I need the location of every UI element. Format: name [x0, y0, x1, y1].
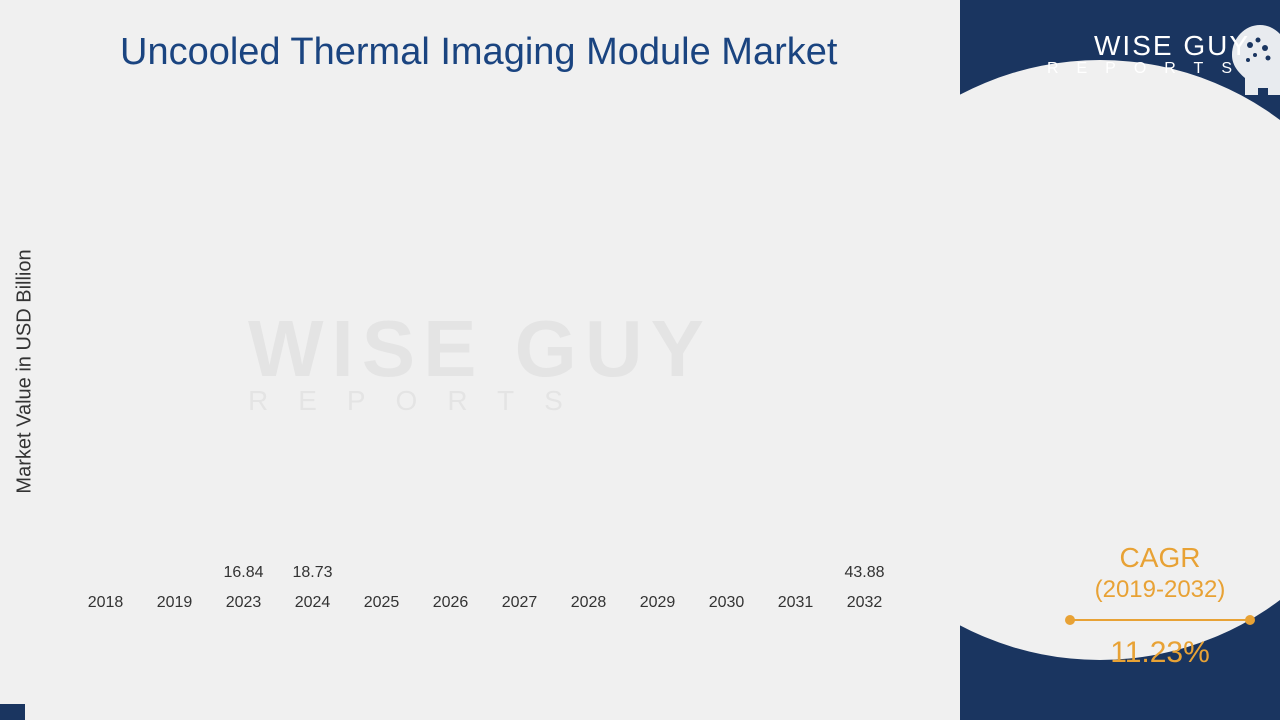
- x-axis-tick: 2023: [218, 594, 269, 612]
- cagr-label: CAGR: [1070, 542, 1250, 574]
- cagr-info: CAGR (2019-2032) 11.23%: [1070, 542, 1250, 670]
- chart-panel: Uncooled Thermal Imaging Module Market M…: [0, 0, 960, 720]
- x-axis-tick: 2032: [839, 594, 890, 612]
- x-axis-tick: 2027: [494, 594, 545, 612]
- bottom-accent: [0, 704, 25, 720]
- bar-value-label: 16.84: [223, 564, 263, 582]
- bar-value-label: 18.73: [292, 564, 332, 582]
- cagr-period: (2019-2032): [1070, 576, 1250, 604]
- x-axis-tick: 2028: [563, 594, 614, 612]
- x-axis-tick: 2024: [287, 594, 338, 612]
- divider-line: [1070, 619, 1250, 621]
- brand-logo: WISE GUY REPORTS: [1047, 30, 1250, 78]
- bar-value-label: 43.88: [844, 564, 884, 582]
- sidebar-panel: WISE GUY REPORTS CAGR (2019-2032) 11.23%: [960, 0, 1280, 720]
- x-axis-tick: 2030: [701, 594, 752, 612]
- x-axis-tick: 2019: [149, 594, 200, 612]
- x-axis-tick: 2029: [632, 594, 683, 612]
- x-axis-tick: 2025: [356, 594, 407, 612]
- y-axis-label: Market Value in USD Billion: [14, 249, 37, 493]
- head-icon: [1220, 20, 1280, 110]
- cagr-value: 11.23%: [1070, 636, 1250, 670]
- x-axis: 2018 2019 2023 2024 2025 2026 2027 2028 2029 2030…: [80, 594, 890, 612]
- bar-chart: 16.84 18.73 43.88: [80, 136, 890, 586]
- x-axis-tick: 2026: [425, 594, 476, 612]
- chart-title: Uncooled Thermal Imaging Module Market: [120, 30, 940, 76]
- x-axis-tick: 2031: [770, 594, 821, 612]
- x-axis-tick: 2018: [80, 594, 131, 612]
